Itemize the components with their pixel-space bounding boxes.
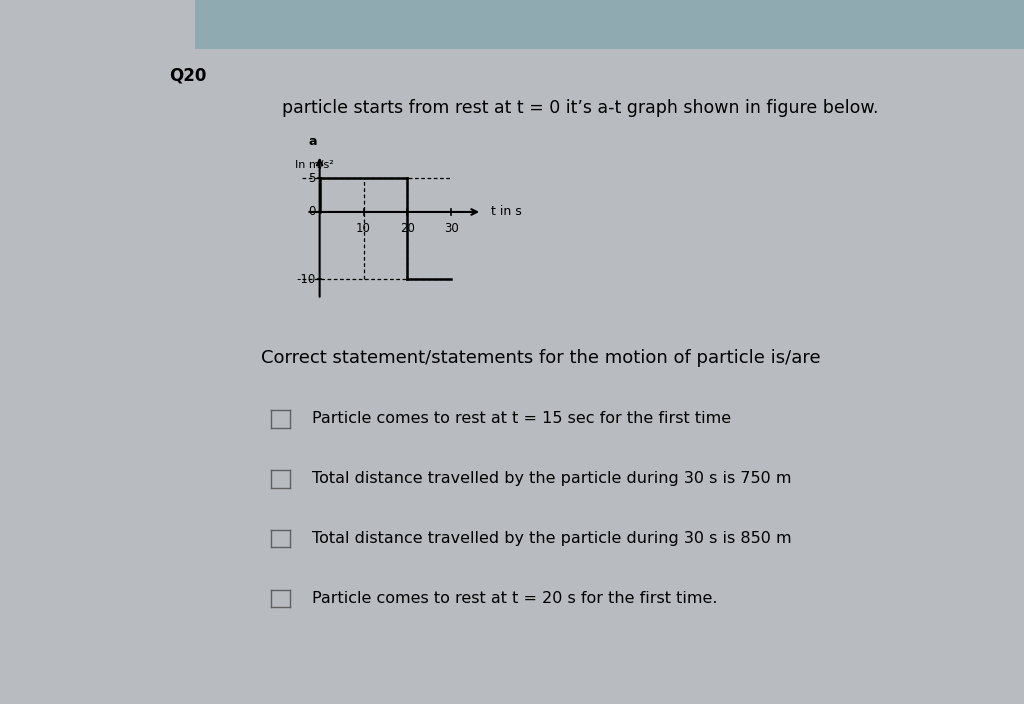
Text: Total distance travelled by the particle during 30 s is 850 m: Total distance travelled by the particle… xyxy=(312,531,792,546)
Text: 20: 20 xyxy=(400,222,415,235)
Text: particle starts from rest at t = 0 it’s a-t graph shown in figure below.: particle starts from rest at t = 0 it’s … xyxy=(282,99,879,117)
Text: -10: -10 xyxy=(296,273,315,286)
Text: Particle comes to rest at t = 15 sec for the first time: Particle comes to rest at t = 15 sec for… xyxy=(312,411,731,427)
Text: Correct statement/statements for the motion of particle is/are: Correct statement/statements for the mot… xyxy=(261,348,821,367)
Text: Particle comes to rest at t = 20 s for the first time.: Particle comes to rest at t = 20 s for t… xyxy=(312,591,718,606)
Text: 0: 0 xyxy=(308,206,315,218)
Text: a: a xyxy=(309,135,317,148)
Text: 30: 30 xyxy=(444,222,459,235)
Text: t in s: t in s xyxy=(490,206,521,218)
Text: 5: 5 xyxy=(308,172,315,184)
Text: Q20: Q20 xyxy=(169,67,206,85)
Text: Total distance travelled by the particle during 30 s is 750 m: Total distance travelled by the particle… xyxy=(312,471,792,486)
Text: In m/s²: In m/s² xyxy=(296,160,334,170)
Text: 10: 10 xyxy=(356,222,371,235)
